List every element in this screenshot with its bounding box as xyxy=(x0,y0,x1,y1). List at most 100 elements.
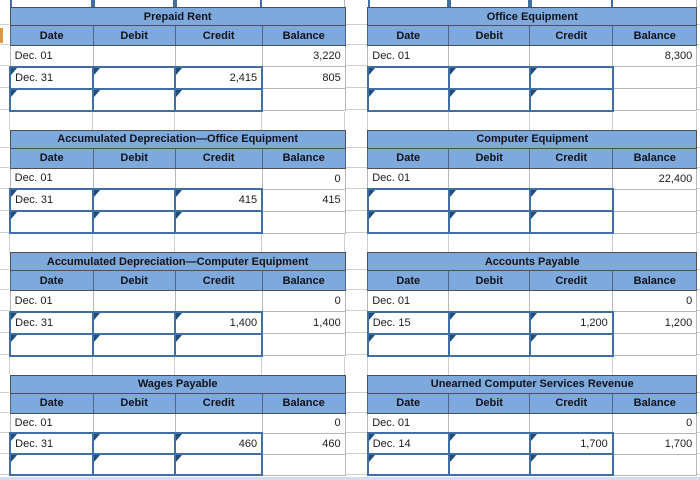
debit-input-cell[interactable] xyxy=(92,87,177,112)
credit-input-cell[interactable] xyxy=(174,453,264,476)
input-marker-icon xyxy=(95,213,101,219)
date-input-cell[interactable]: Dec. 31 xyxy=(9,188,95,212)
ledger-header-row: Date Debit Credit Balance xyxy=(367,392,698,414)
debit-input-cell[interactable] xyxy=(92,432,177,455)
ledger-row xyxy=(366,65,698,90)
credit-input-cell[interactable]: 1,200 xyxy=(528,310,614,335)
ledger-table-unearned-computer-services-revenue: Unearned Computer Services Revenue Date … xyxy=(366,374,698,476)
debit-input-cell[interactable] xyxy=(92,453,177,476)
credit-input-cell[interactable] xyxy=(528,210,614,234)
clipped-cell xyxy=(345,0,368,7)
credit-input-cell[interactable] xyxy=(174,332,264,357)
debit-input-cell[interactable] xyxy=(447,432,531,455)
debit-input-cell[interactable] xyxy=(92,310,177,335)
date-input-cell[interactable] xyxy=(366,188,450,212)
ledger-row: Dec. 31 1,400 1,400 xyxy=(9,310,346,335)
ledger-title-row: Computer Equipment xyxy=(367,129,698,149)
debit-input-cell[interactable] xyxy=(447,65,531,90)
credit-input-cell[interactable] xyxy=(528,87,614,112)
debit-input-cell[interactable] xyxy=(92,188,177,212)
gridline-cell xyxy=(0,188,10,211)
gridline-cell xyxy=(345,7,367,25)
gridline-cell xyxy=(345,356,368,375)
column-header-debit: Debit xyxy=(448,25,531,46)
gridline-cell xyxy=(345,290,367,311)
debit-input-cell[interactable] xyxy=(92,210,177,234)
credit-input-cell[interactable] xyxy=(528,188,614,212)
gridline-cell xyxy=(697,392,700,413)
credit-input-cell[interactable] xyxy=(528,65,614,90)
gridline-cell xyxy=(0,392,10,413)
balance-cell: 415 xyxy=(261,188,346,212)
date-input-cell[interactable] xyxy=(366,87,450,112)
date-input-cell[interactable] xyxy=(9,332,95,357)
credit-input-cell[interactable] xyxy=(174,87,264,112)
date-input-cell[interactable]: Dec. 31 xyxy=(9,432,95,455)
gridline-cell xyxy=(345,270,367,290)
ledger-title: Prepaid Rent xyxy=(9,7,346,26)
credit-input-cell[interactable]: 1,400 xyxy=(174,310,264,335)
date-input-cell[interactable] xyxy=(9,87,95,112)
date-cell: Dec. 01 xyxy=(367,167,450,190)
date-input-cell[interactable] xyxy=(9,453,95,476)
balance-cell xyxy=(261,210,346,234)
input-marker-icon xyxy=(450,213,456,219)
balance-cell: 0 xyxy=(261,412,346,434)
column-header-date: Date xyxy=(367,25,450,46)
sliver-column xyxy=(697,252,700,357)
gridline-cell xyxy=(262,234,345,252)
gridline-cell xyxy=(0,147,10,168)
date-input-cell[interactable] xyxy=(366,453,450,476)
date-input-cell[interactable]: Dec. 15 xyxy=(366,310,450,335)
credit-input-cell[interactable] xyxy=(528,332,614,357)
gridline-cell xyxy=(0,453,10,475)
date-input-cell[interactable]: Dec. 31 xyxy=(9,65,95,90)
credit-input-cell[interactable] xyxy=(174,210,264,234)
debit-input-cell[interactable] xyxy=(92,332,177,357)
margin-column xyxy=(0,7,10,112)
date-input-cell[interactable] xyxy=(366,332,450,357)
input-marker-icon xyxy=(177,313,183,320)
clipped-cell xyxy=(613,0,697,7)
debit-cell xyxy=(92,412,176,434)
gridline-cell xyxy=(0,45,10,66)
gridline-cell xyxy=(345,252,367,270)
date-input-cell[interactable] xyxy=(366,65,450,90)
gridline-cell xyxy=(697,111,700,130)
gridline-cell xyxy=(262,111,345,130)
debit-input-cell[interactable] xyxy=(447,188,531,212)
balance-cell: 0 xyxy=(612,412,698,434)
debit-input-cell[interactable] xyxy=(447,310,531,335)
ledger-table-computer-equipment: Computer Equipment Date Debit Credit Bal… xyxy=(366,129,698,234)
debit-input-cell[interactable] xyxy=(447,210,531,234)
credit-input-cell[interactable] xyxy=(528,453,614,476)
input-marker-icon xyxy=(450,191,456,197)
credit-input-cell[interactable]: 460 xyxy=(174,432,264,455)
debit-input-cell[interactable] xyxy=(447,332,531,357)
column-header-date: Date xyxy=(367,270,450,291)
credit-input-cell[interactable]: 1,700 xyxy=(528,432,614,455)
gridline-cell xyxy=(10,356,93,375)
input-marker-icon xyxy=(177,90,183,97)
debit-cell xyxy=(92,167,176,190)
date-input-cell[interactable]: Dec. 31 xyxy=(9,310,95,335)
debit-input-cell[interactable] xyxy=(447,87,531,112)
balance-cell: 3,220 xyxy=(261,45,346,67)
credit-input-cell[interactable]: 2,415 xyxy=(174,65,264,90)
gridline-cell xyxy=(345,147,367,168)
balance-cell: 805 xyxy=(261,66,346,89)
ledger-header-row: Date Debit Credit Balance xyxy=(367,25,698,46)
credit-cell xyxy=(174,412,263,434)
debit-input-cell[interactable] xyxy=(92,65,177,90)
gridline-cell xyxy=(345,392,367,413)
date-input-cell[interactable]: Dec. 14 xyxy=(366,432,450,455)
debit-input-cell[interactable] xyxy=(447,453,531,476)
input-marker-icon xyxy=(369,335,375,342)
ledger-row: Dec. 14 1,700 1,700 xyxy=(366,432,698,455)
ledger-row: Dec. 01 0 xyxy=(9,290,346,312)
column-header-debit: Debit xyxy=(92,25,176,46)
credit-input-cell[interactable]: 415 xyxy=(174,188,264,212)
date-input-cell[interactable] xyxy=(366,210,450,234)
date-input-cell[interactable] xyxy=(9,210,95,234)
